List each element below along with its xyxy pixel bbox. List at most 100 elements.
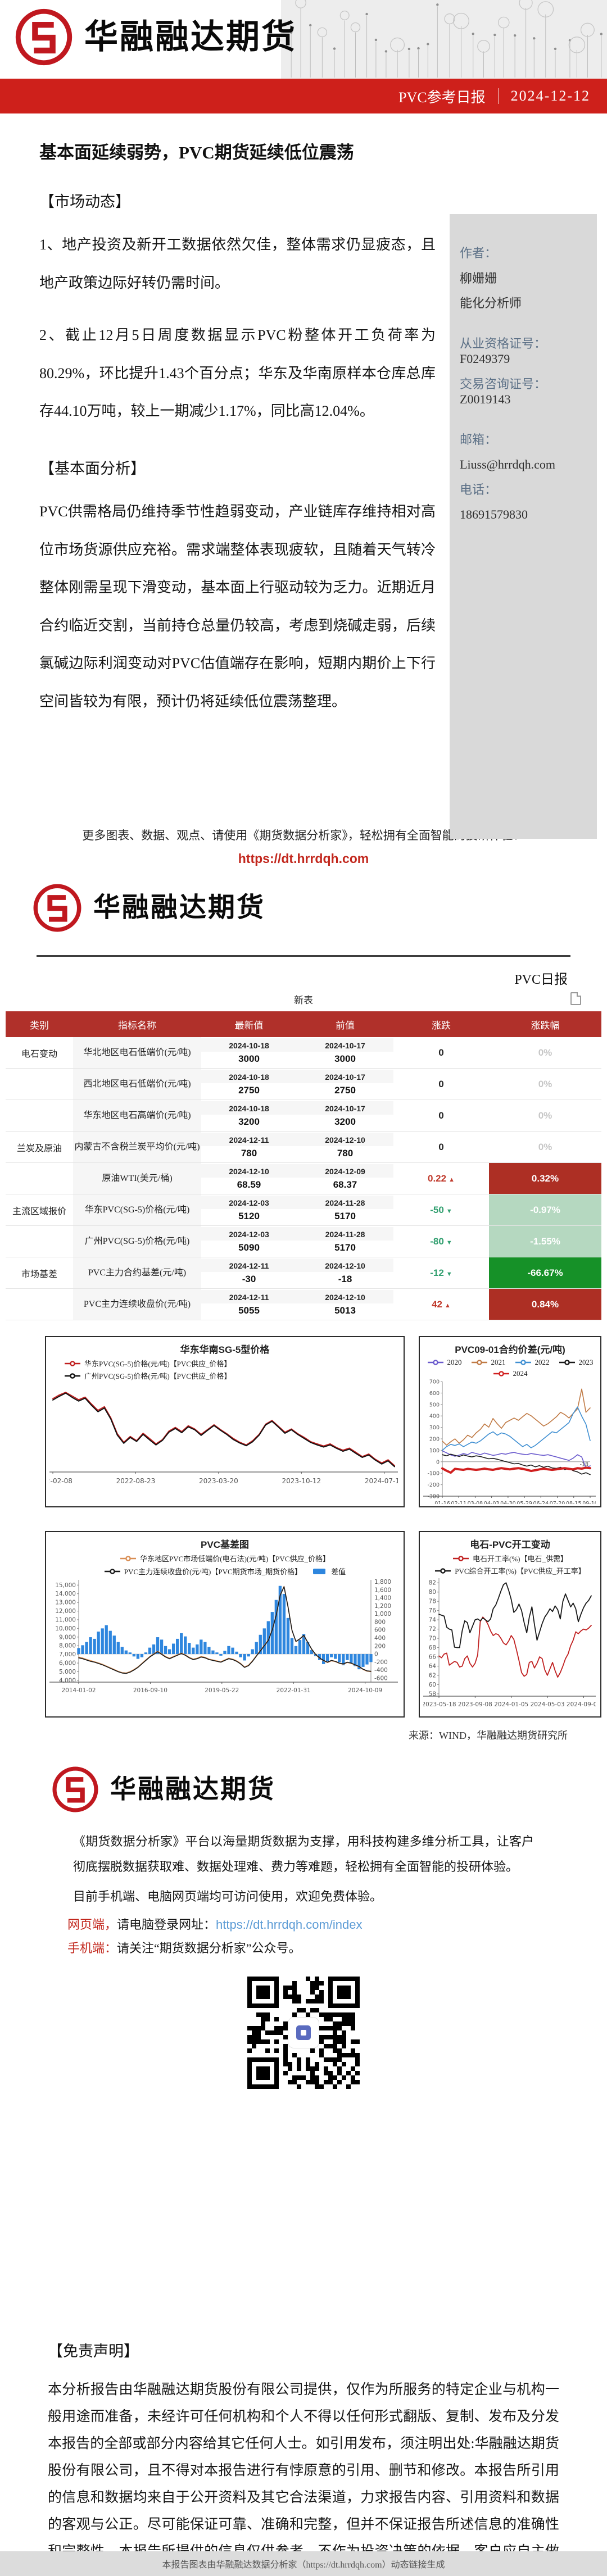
category-cell: 市场基差 <box>6 1257 73 1289</box>
phone-value: 18691579830 <box>460 507 528 521</box>
svg-text:700: 700 <box>429 1379 440 1385</box>
indicator-cell: PVC主力合约基差(元/吨) <box>73 1257 201 1289</box>
report-banner: PVC参考日报 2024-12-12 <box>0 79 607 113</box>
daily-report-label: PVC日报 <box>514 973 568 987</box>
indicator-cell: 华东地区电石高端价(元/吨) <box>73 1100 201 1132</box>
legend-item: 华东PVC(SG-5)价格(元/吨)【PVC供应_价格】 <box>64 1358 231 1369</box>
change-cell: 0 <box>393 1100 489 1132</box>
table-header-cell: 涨跌 <box>393 1011 489 1037</box>
category-cell <box>6 1068 73 1100</box>
author-label: 作者： <box>460 246 497 260</box>
value-cell: 2024-12-11 5055 <box>201 1288 297 1320</box>
value-cell: 2024-10-17 3200 <box>297 1100 393 1132</box>
svg-text:02-11: 02-11 <box>451 1501 466 1504</box>
phone-label: 电话： <box>460 482 497 497</box>
app-logo-icon <box>296 2025 311 2041</box>
category-cell: 兰炭及原油 <box>6 1131 73 1163</box>
svg-text:13,000: 13,000 <box>55 1600 76 1606</box>
company-logo-icon <box>33 884 81 932</box>
cert2-line: 交易咨询证号：Z0019143 <box>460 376 547 407</box>
change-cell: -50 ▼ <box>393 1194 489 1226</box>
app-promo-availability: 目前手机端、电脑网页端均可访问使用，欢迎免费体验。 <box>73 1889 383 1904</box>
section-divider <box>37 955 570 957</box>
svg-text:9,000: 9,000 <box>59 1634 76 1641</box>
svg-text:2022-08-23: 2022-08-23 <box>116 1477 156 1485</box>
svg-text:-200: -200 <box>374 1659 388 1666</box>
svg-text:2016-09-10: 2016-09-10 <box>133 1687 167 1694</box>
category-cell <box>6 1100 73 1132</box>
svg-text:1,200: 1,200 <box>374 1603 391 1610</box>
svg-text:2014-01-02: 2014-01-02 <box>61 1687 96 1694</box>
change-cell: 0 <box>393 1037 489 1069</box>
svg-text:80: 80 <box>429 1589 436 1596</box>
svg-text:-18: -18 <box>580 1461 589 1468</box>
svg-text:2023-05-18: 2023-05-18 <box>423 1701 456 1708</box>
legend-item: 华东地区PVC市场低端价(电石法)(元/吨)【PVC供应_价格】 <box>120 1553 330 1564</box>
svg-text:400: 400 <box>374 1635 386 1642</box>
table-row: 电石变动 华北地区电石低端价(元/吨) 2024-10-18 3000 2024-10-… <box>6 1037 601 1069</box>
web-channel-link[interactable]: https://dt.hrrdqh.com/index <box>216 1918 363 1932</box>
email-label: 邮箱： <box>460 432 497 447</box>
table-header-cell: 最新值 <box>201 1011 297 1037</box>
brand-name: 华融融达期货 <box>84 19 297 56</box>
svg-text:2024-01-05: 2024-01-05 <box>494 1701 528 1708</box>
qr-center-logo <box>288 2018 319 2048</box>
chart-title: PVC基差图 <box>201 1539 249 1550</box>
svg-text:2024-09-06: 2024-09-06 <box>567 1701 596 1708</box>
pct-change-cell: 0% <box>489 1100 601 1132</box>
value-cell: 2024-10-17 2750 <box>297 1068 393 1100</box>
content-area: 【市场动态】 1、地产投资及新开工数据依然欠佳，整体需求仍显疲态，且地产政策边际… <box>0 189 607 839</box>
value-cell: 2024-10-18 3200 <box>201 1100 297 1132</box>
chart-09-01-spread: PVC09-01合约价差(元/吨) 2020 2021 2022 2023 2024 7… <box>419 1336 601 1507</box>
svg-text:04-30: 04-30 <box>500 1501 516 1504</box>
table-tag-label: 新表 <box>294 995 313 1006</box>
promo-link[interactable]: https://dt.hrrdqh.com <box>238 851 369 866</box>
change-cell: 0 <box>393 1068 489 1100</box>
pct-change-cell: 0.84% <box>489 1288 601 1320</box>
category-cell: 主流区域报价 <box>6 1194 73 1226</box>
web-channel-text: 请电脑登录网址： <box>117 1918 216 1932</box>
svg-text:2023-03-20: 2023-03-20 <box>199 1477 238 1485</box>
indicator-cell: 华东PVC(SG-5)价格(元/吨) <box>73 1194 201 1226</box>
svg-text:1,600: 1,600 <box>374 1587 391 1593</box>
fundamental-paragraph: PVC供需格局仍维持季节性趋弱变动，产业链库存维持相对高位市场货源供应充裕。需求… <box>39 503 436 710</box>
change-cell: 42 ▲ <box>393 1288 489 1320</box>
legend-item: 2020 <box>427 1358 462 1367</box>
page-footer: 本报告图表由华融融达数据分析家（https://dt.hrrdqh.com）动态… <box>0 2551 607 2576</box>
header-decoration <box>281 0 607 79</box>
market-paragraph-2: 2、截止12月5日周度数据显示PVC粉整体开工负荷率为80.29%，环比提升1.… <box>39 327 436 420</box>
svg-text:-300: -300 <box>427 1494 440 1500</box>
svg-text:07-20: 07-20 <box>550 1501 565 1504</box>
svg-text:05-29: 05-29 <box>517 1501 532 1504</box>
chart-legend: 华东地区PVC市场低端价(电石法)(元/吨)【PVC供应_价格】 PVC主力连续收… <box>49 1553 400 1577</box>
brand-name: 华融融达期货 <box>93 893 266 923</box>
table-row: 西北地区电石低端价(元/吨) 2024-10-18 2750 2024-10-17 27… <box>6 1068 601 1100</box>
svg-text:1,000: 1,000 <box>374 1611 391 1618</box>
market-paragraph-1: 1、地产投资及新开工数据依然欠佳，整体需求仍显疲态，且地产政策边际好转仍需时间。 <box>39 237 436 291</box>
section-heading-fundamental: 【基本面分析】 <box>39 460 146 477</box>
legend-item: 广州PVC(SG-5)价格(元/吨)【PVC供应_价格】 <box>64 1370 231 1381</box>
decoration-art-icon <box>289 0 603 78</box>
value-cell: 2024-12-10 780 <box>297 1131 393 1163</box>
copy-icon[interactable] <box>570 992 581 1005</box>
svg-text:4,000: 4,000 <box>59 1677 76 1684</box>
disclaimer-heading: 【免责声明】 <box>48 2343 139 2360</box>
page-header: 华融融达期货 <box>0 0 607 79</box>
svg-text:-100: -100 <box>427 1471 440 1477</box>
legend-item: 2024 <box>493 1369 528 1378</box>
table-row: PVC主力连续收盘价(元/吨) 2024-12-11 5055 2024-12-10 5… <box>6 1288 601 1320</box>
chart-legend: 电石开工率(%)【电石_供需】 PVC综合开工率(%)【PVC供应_开工率】 <box>423 1553 597 1576</box>
mobile-channel-line: 手机端：请关注“期货数据分析家”公众号。 <box>67 1938 607 1956</box>
svg-text:300: 300 <box>429 1425 440 1431</box>
chart-title: 华东华南SG-5型价格 <box>180 1344 270 1355</box>
page-title: 基本面延续弱势，PVC期货延续低位震荡 <box>39 143 354 162</box>
svg-text:-600: -600 <box>374 1675 388 1682</box>
author-title: 能化分析师 <box>460 296 522 310</box>
svg-text:72: 72 <box>429 1626 436 1633</box>
svg-text:64: 64 <box>429 1663 437 1670</box>
chart-plot: 82 80 78 76 74 72 70 68 66 64 62 60 58 2023-05-18 2023… <box>423 1578 596 1708</box>
svg-text:1,800: 1,800 <box>374 1579 391 1585</box>
svg-text:5,000: 5,000 <box>59 1669 76 1675</box>
